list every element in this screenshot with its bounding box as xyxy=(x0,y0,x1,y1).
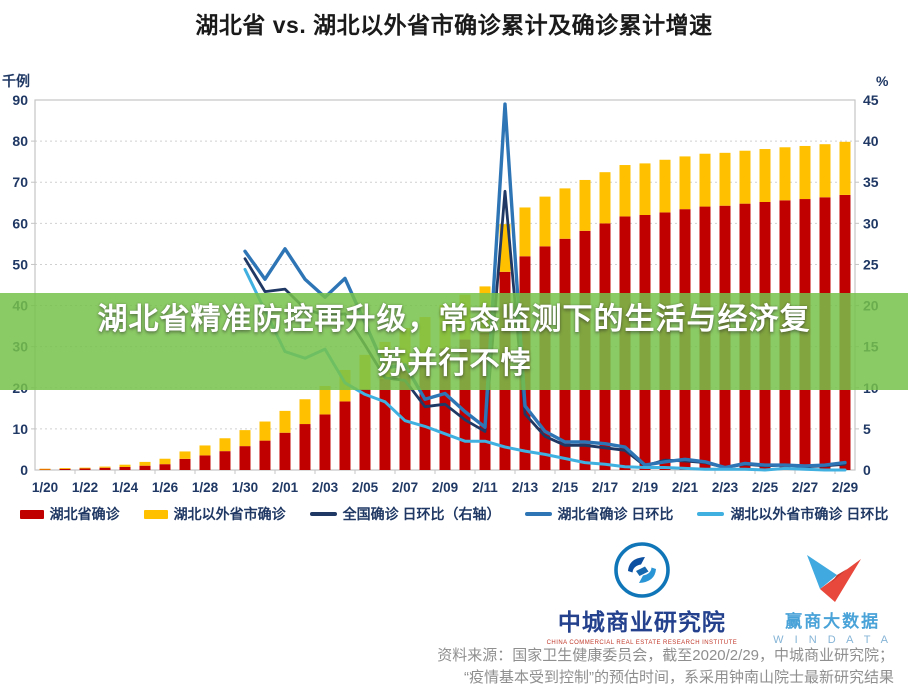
svg-text:30: 30 xyxy=(863,215,879,231)
legend-item: 湖北省确诊 xyxy=(19,504,120,524)
svg-text:2/13: 2/13 xyxy=(512,480,539,495)
svg-text:2/05: 2/05 xyxy=(352,480,379,495)
headline-line-2: 苏并行不悖 xyxy=(376,346,532,380)
source-line-1: 资料来源：国家卫生健康委员会，截至2020/2/29，中城商业研究院； xyxy=(437,647,894,664)
windata-logo-subtitle: W I N D A T A xyxy=(773,634,892,646)
svg-text:2/19: 2/19 xyxy=(632,480,658,495)
headline-banner: 湖北省精准防控再升级，常态监测下的生活与经济复 苏并行不悖 xyxy=(0,293,908,390)
svg-text:25: 25 xyxy=(863,256,879,272)
svg-text:5: 5 xyxy=(863,421,871,437)
svg-text:10: 10 xyxy=(12,421,28,437)
svg-text:2/09: 2/09 xyxy=(432,480,458,495)
legend-item: 湖北以外省市确诊 日环比 xyxy=(697,504,888,524)
source-note: 资料来源：国家卫生健康委员会，截至2020/2/29，中城商业研究院； “疫情基… xyxy=(437,645,894,689)
svg-text:1/26: 1/26 xyxy=(152,480,179,495)
svg-text:2/01: 2/01 xyxy=(272,480,299,495)
svg-text:0: 0 xyxy=(20,462,28,478)
svg-text:2/15: 2/15 xyxy=(552,480,579,495)
legend-swatch-bar xyxy=(19,509,44,519)
legend-item: 湖北省确诊 日环比 xyxy=(524,504,674,524)
right-axis-unit: % xyxy=(876,73,889,89)
svg-text:1/30: 1/30 xyxy=(232,480,258,495)
source-line-2: “疫情基本受到控制”的预估时间，系采用钟南山院士最新研究结果 xyxy=(464,669,894,686)
svg-text:2/23: 2/23 xyxy=(712,480,739,495)
legend-swatch-line xyxy=(697,512,725,516)
svg-text:2/17: 2/17 xyxy=(592,480,618,495)
left-axis-unit: 千例 xyxy=(2,73,30,89)
legend-swatch-bar xyxy=(143,509,168,519)
svg-text:2/25: 2/25 xyxy=(752,480,779,495)
windata-logo-name: 赢商大数据 xyxy=(785,612,881,631)
svg-text:1/24: 1/24 xyxy=(112,480,139,495)
headline-line-1: 湖北省精准防控再升级，常态监测下的生活与经济复 xyxy=(97,302,811,336)
legend-label: 湖北以外省市确诊 日环比 xyxy=(730,506,889,522)
svg-text:2/29: 2/29 xyxy=(832,480,858,495)
windata-logo-icon xyxy=(806,555,861,602)
svg-text:70: 70 xyxy=(12,174,28,190)
svg-text:35: 35 xyxy=(863,174,879,190)
legend-item: 全国确诊 日环比（右轴） xyxy=(309,504,501,524)
ccrei-logo: 中城商业研究院 CHINA COMMERCIAL REAL ESTATE RES… xyxy=(547,539,738,646)
svg-text:2/21: 2/21 xyxy=(672,480,699,495)
legend-label: 湖北省确诊 xyxy=(49,506,120,522)
footer-logos: 中城商业研究院 CHINA COMMERCIAL REAL ESTATE RES… xyxy=(547,542,892,646)
page-title: 湖北省 vs. 湖北以外省市确诊累计及确诊累计增速 xyxy=(195,12,713,38)
svg-text:1/28: 1/28 xyxy=(192,480,219,495)
combo-chart: 1/20 1/22 1/24 1/26 1/28 1/30 2/01 2/03 2/05 2/07… xyxy=(0,60,908,505)
svg-text:80: 80 xyxy=(12,133,28,149)
svg-text:2/03: 2/03 xyxy=(312,480,339,495)
legend-item: 湖北以外省市确诊 xyxy=(143,504,286,524)
svg-text:2/07: 2/07 xyxy=(392,480,418,495)
svg-text:1/20: 1/20 xyxy=(32,480,58,495)
svg-text:90: 90 xyxy=(12,92,28,108)
ccrei-logo-name: 中城商业研究院 xyxy=(557,609,726,635)
svg-text:45: 45 xyxy=(863,92,879,108)
legend-label: 湖北省确诊 日环比 xyxy=(557,506,674,522)
legend-swatch-line xyxy=(309,512,337,516)
svg-text:1/22: 1/22 xyxy=(72,480,98,495)
legend-label: 全国确诊 日环比（右轴） xyxy=(342,506,501,522)
chart-plot-area: 1/20 1/22 1/24 1/26 1/28 1/30 2/01 2/03 2/05 2/07… xyxy=(2,73,889,495)
ccrei-logo-icon xyxy=(614,542,670,598)
svg-text:50: 50 xyxy=(12,256,28,272)
chart-legend: 湖北省确诊 湖北以外省市确诊 全国确诊 日环比（右轴） 湖北省确诊 日环比 湖北以外省市… xyxy=(0,502,908,526)
svg-text:0: 0 xyxy=(863,462,871,478)
svg-text:2/11: 2/11 xyxy=(472,480,498,495)
svg-text:60: 60 xyxy=(12,215,28,231)
svg-text:40: 40 xyxy=(863,133,879,149)
windata-logo: 赢商大数据 W I N D A T A xyxy=(773,553,892,646)
legend-label: 湖北以外省市确诊 xyxy=(173,506,286,522)
ccrei-logo-subtitle: CHINA COMMERCIAL REAL ESTATE RESEARCH IN… xyxy=(546,640,738,646)
svg-text:2/27: 2/27 xyxy=(792,480,818,495)
legend-swatch-line xyxy=(524,512,552,516)
